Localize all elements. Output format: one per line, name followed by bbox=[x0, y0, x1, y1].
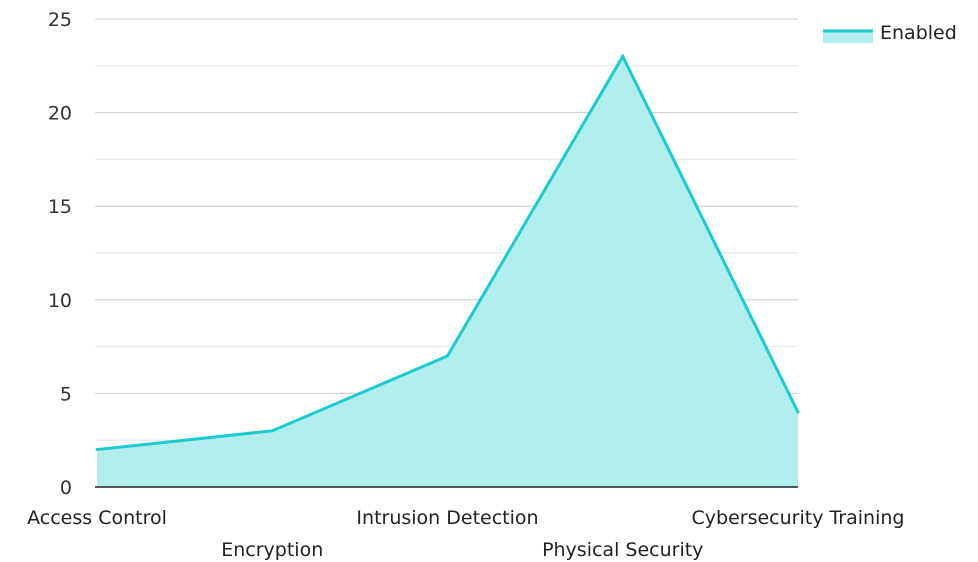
series-area-enabled bbox=[97, 56, 798, 487]
legend-label-enabled: Enabled bbox=[880, 22, 957, 44]
grid-lines bbox=[95, 18, 798, 441]
x-category-label: Intrusion Detection bbox=[356, 507, 538, 529]
x-category-label: Encryption bbox=[221, 539, 323, 561]
x-axis-labels: Access Control Encryption Intrusion Detect… bbox=[27, 507, 904, 561]
y-tick-label: 25 bbox=[48, 9, 72, 31]
x-category-label: Physical Security bbox=[542, 539, 703, 561]
data-point bbox=[446, 354, 449, 358]
legend: Enabled bbox=[823, 22, 957, 44]
data-point bbox=[95, 448, 99, 452]
data-point bbox=[270, 429, 274, 433]
plot-area bbox=[95, 53, 800, 487]
data-point bbox=[621, 54, 625, 58]
y-tick-label: 0 bbox=[60, 477, 72, 499]
x-category-label: Cybersecurity Training bbox=[692, 507, 905, 529]
y-tick-label: 10 bbox=[48, 290, 72, 312]
y-tick-label: 15 bbox=[48, 196, 72, 218]
y-tick-label: 20 bbox=[48, 103, 72, 125]
x-category-label: Access Control bbox=[27, 507, 167, 529]
y-tick-label: 5 bbox=[60, 383, 72, 405]
data-point bbox=[796, 410, 800, 414]
legend-swatch-fill bbox=[823, 31, 873, 43]
y-axis-ticks: 0 5 10 15 20 25 bbox=[48, 9, 72, 499]
